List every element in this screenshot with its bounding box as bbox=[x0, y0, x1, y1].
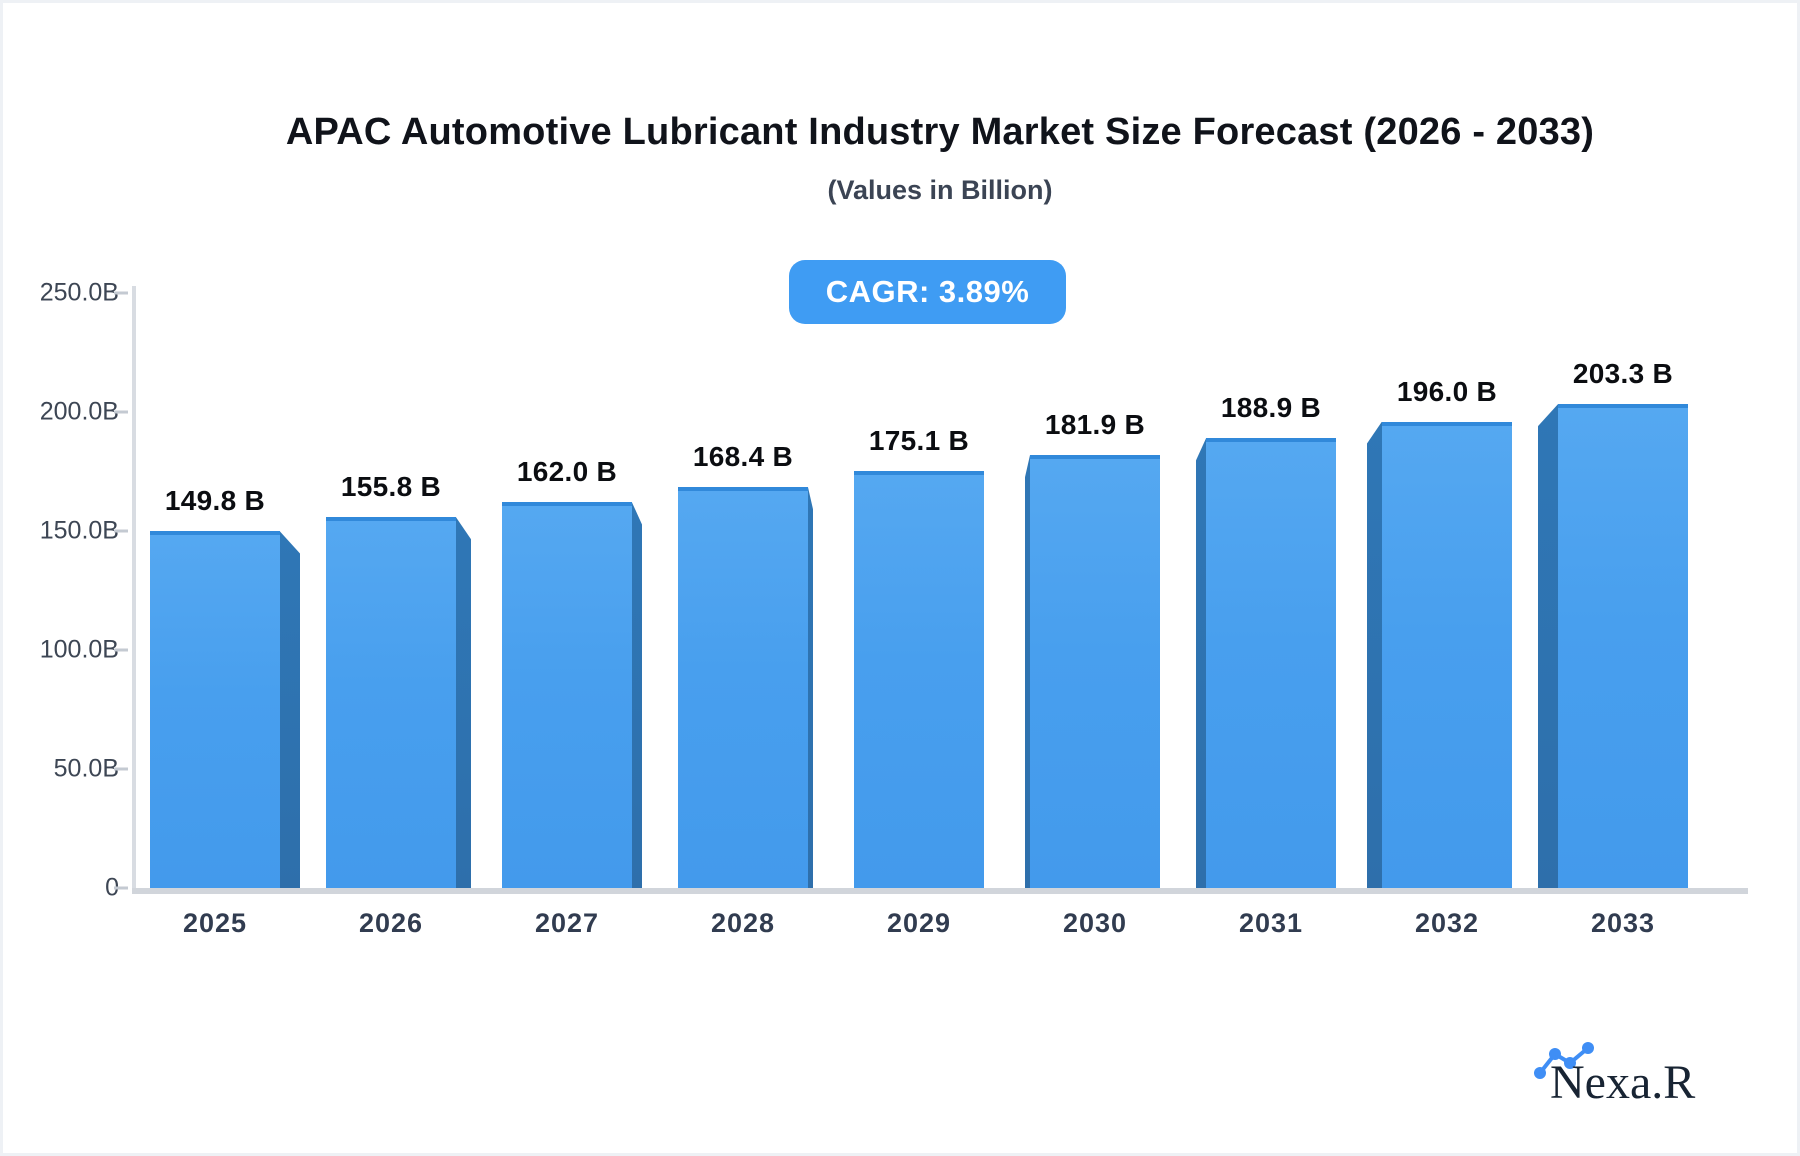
bar-value-label-2027: 162.0 B bbox=[516, 456, 618, 488]
brand-logo-text: Nexa.R bbox=[1550, 1056, 1696, 1109]
y-tick-label: 200.0B bbox=[39, 397, 119, 426]
chart-title: APAC Automotive Lubricant Industry Marke… bbox=[285, 111, 1595, 153]
bar-2026 bbox=[326, 517, 456, 888]
x-tick-label-2028: 2028 bbox=[710, 908, 776, 938]
chart-card: APAC Automotive Lubricant Industry Marke… bbox=[3, 3, 1797, 1153]
x-tick-label-2027: 2027 bbox=[534, 908, 600, 938]
x-tick-label-2032: 2032 bbox=[1414, 908, 1480, 938]
x-tick-label-2029: 2029 bbox=[886, 908, 952, 938]
y-tick-label: 0 bbox=[105, 873, 119, 902]
bar-value-label-2028: 168.4 B bbox=[692, 441, 794, 473]
bar-2029 bbox=[854, 471, 984, 888]
bar-3d-edge-2026 bbox=[456, 517, 471, 888]
bar-value-label-2025: 149.8 B bbox=[164, 485, 266, 517]
y-tick-mark bbox=[114, 648, 128, 652]
bar-2028 bbox=[678, 487, 808, 888]
chart-subtitle: (Values in Billion) bbox=[827, 175, 1053, 205]
bar-value-label-2026: 155.8 B bbox=[340, 471, 442, 503]
y-tick-mark bbox=[114, 767, 128, 771]
bar-3d-edge-2033 bbox=[1538, 404, 1558, 888]
x-tick-label-2025: 2025 bbox=[182, 908, 248, 938]
x-tick-label-2026: 2026 bbox=[358, 908, 424, 938]
bar-2032 bbox=[1382, 421, 1512, 888]
cagr-badge-label: CAGR: 3.89% bbox=[825, 274, 1030, 309]
bar-value-label-2029: 175.1 B bbox=[868, 425, 970, 457]
bar-value-label-2031: 188.9 B bbox=[1220, 392, 1322, 424]
bar-value-label-2030: 181.9 B bbox=[1044, 409, 1146, 441]
x-axis-baseline bbox=[132, 888, 1748, 894]
y-tick-label: 250.0B bbox=[39, 278, 119, 307]
bar-2030 bbox=[1030, 455, 1160, 888]
y-tick-mark bbox=[114, 529, 128, 533]
x-tick-label-2030: 2030 bbox=[1062, 908, 1128, 938]
bar-3d-edge-2030 bbox=[1025, 455, 1030, 888]
y-tick-mark bbox=[114, 291, 128, 295]
bar-2025 bbox=[150, 531, 280, 888]
cagr-badge: CAGR: 3.89% bbox=[789, 260, 1066, 324]
bar-2031 bbox=[1206, 438, 1336, 888]
y-tick-label: 100.0B bbox=[39, 635, 119, 664]
y-tick-label: 150.0B bbox=[39, 516, 119, 545]
y-tick-mark bbox=[114, 410, 128, 414]
bar-2033 bbox=[1558, 404, 1688, 888]
bar-3d-edge-2032 bbox=[1367, 421, 1382, 888]
y-tick-mark bbox=[114, 886, 128, 890]
bar-value-label-2033: 203.3 B bbox=[1572, 358, 1674, 390]
y-axis-line bbox=[132, 286, 136, 893]
bar-value-label-2032: 196.0 B bbox=[1396, 375, 1498, 407]
line-chart-icon bbox=[1534, 1042, 1594, 1079]
x-tick-label-2031: 2031 bbox=[1238, 908, 1304, 938]
y-tick-label: 50.0B bbox=[53, 754, 119, 783]
x-tick-label-2033: 2033 bbox=[1590, 908, 1656, 938]
brand-logo: Nexa.R bbox=[1518, 1033, 1748, 1128]
bar-3d-edge-2031 bbox=[1196, 438, 1206, 888]
bar-2027 bbox=[502, 502, 632, 888]
bar-3d-edge-2027 bbox=[632, 502, 642, 888]
bar-3d-edge-2028 bbox=[808, 487, 813, 888]
bar-3d-edge-2025 bbox=[280, 531, 300, 888]
